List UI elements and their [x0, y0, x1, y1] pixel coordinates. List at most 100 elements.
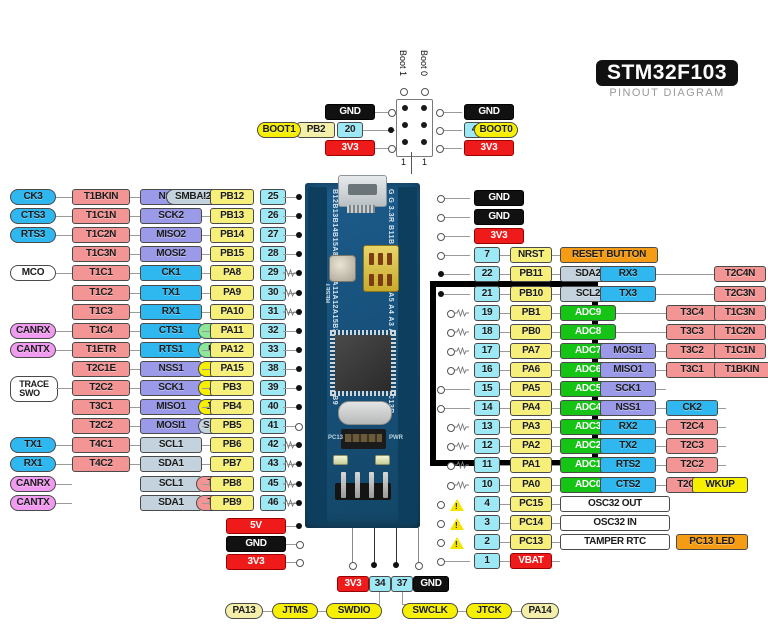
pin-pad [436, 145, 444, 153]
right-col6-t2c3n: T2C3N [714, 285, 766, 302]
warning-icon [450, 536, 464, 549]
resistor-squiggle [283, 288, 297, 297]
left-col2-t1c2n: T1C2N [72, 227, 130, 244]
swd-swclk: SWCLK [402, 603, 458, 619]
silkscreen-left: B12B13B14B15A8A9A10A11A12A15B3B4 B5 B6 B… [331, 189, 338, 406]
right-col4-nss1: NSS1 [600, 400, 656, 417]
resistor-squiggle [283, 460, 297, 469]
wire [202, 483, 210, 485]
boot0-jumper-label: Boot 0 [419, 50, 429, 77]
wire [202, 273, 210, 275]
wire [130, 292, 140, 294]
wire [656, 369, 666, 371]
right-pin-17: 17 [474, 342, 500, 359]
left-col2-t4c1: T4C1 [72, 437, 130, 454]
wire [130, 388, 140, 389]
right-port-pc13: PC13 [510, 533, 552, 550]
wire [440, 274, 470, 276]
left-col2-t1c2: T1C2 [72, 284, 130, 301]
wire [202, 464, 210, 466]
left-port-pb12: PB12 [210, 189, 254, 205]
usb-connector [338, 175, 387, 207]
swd-pad [349, 562, 357, 570]
right-pin-22: 22 [474, 266, 500, 283]
pin-pad [447, 366, 455, 375]
boot0-top-pad [421, 88, 429, 96]
wire [202, 292, 210, 294]
left-port-pb3: PB3 [210, 380, 254, 396]
pin-pad [296, 365, 302, 372]
left-col3-sck2: SCK2 [140, 208, 202, 225]
wire [130, 330, 140, 332]
wire [283, 407, 296, 409]
left-col1-ck3: CK3 [10, 189, 56, 205]
wire [438, 130, 462, 131]
page-subtitle: PINOUT DIAGRAM [609, 87, 725, 99]
wire [56, 216, 72, 218]
wire [656, 293, 714, 295]
boot1-top-pad [400, 88, 408, 96]
right-col4-rx2: RX2 [600, 419, 656, 436]
warning-icon [450, 517, 464, 530]
left-port-pb9: PB9 [210, 494, 254, 511]
pin-pad [437, 538, 445, 547]
wire [552, 274, 560, 276]
left-col2-t1c1: T1C1 [72, 265, 130, 282]
boot-pin [421, 105, 427, 111]
wire [263, 611, 272, 612]
boot1-one-label: 1 [401, 157, 407, 167]
left-col3-scl1: SCL1 [140, 475, 202, 492]
wire [286, 561, 298, 563]
left-port-pb13: PB13 [210, 208, 254, 225]
wire [552, 427, 560, 429]
boot-pin [421, 122, 427, 128]
wire [286, 543, 298, 545]
page-title: STM32F103 [596, 60, 738, 86]
voltage-regulator [341, 429, 386, 449]
wire [402, 592, 403, 604]
wire [56, 197, 72, 198]
right-col4-mosi1: MOSI1 [600, 342, 656, 359]
swd-pin-34: 34 [369, 576, 391, 592]
wire [500, 484, 510, 486]
left-col3-ck1: CK1 [140, 265, 202, 282]
right-power-3v3-2: 3V3 [474, 228, 524, 245]
left-col2-t1c3: T1C3 [72, 303, 130, 320]
wire [283, 330, 296, 332]
left-col3-miso2: MISO2 [140, 227, 202, 244]
right-col4-rx3: RX3 [600, 266, 656, 283]
left-col3-sck1: SCK1 [140, 380, 202, 396]
swd-wire [352, 528, 353, 568]
left-port-pa15: PA15 [210, 360, 254, 377]
pin-pad [437, 195, 445, 203]
wire [56, 502, 72, 504]
left-port-pb14: PB14 [210, 227, 254, 244]
wire [440, 255, 470, 257]
right-col5-ck2: CK2 [666, 400, 718, 417]
boot-pin [402, 122, 408, 128]
right-col5-t3c4: T3C4 [666, 304, 718, 321]
wire [283, 254, 296, 256]
title-text: STM32F103 [606, 61, 728, 84]
wire [202, 445, 210, 447]
wire [130, 216, 140, 218]
left-col3-nss1: NSS1 [140, 360, 202, 377]
wire [440, 408, 470, 410]
jumper-pin [387, 253, 392, 265]
right-pin-16: 16 [474, 361, 500, 378]
wire [440, 236, 470, 238]
resistor-squiggle [283, 479, 297, 488]
wire [500, 293, 510, 295]
right-port-nrst: NRST [510, 247, 552, 264]
boot-jumper-photo [363, 245, 399, 292]
resistor-squiggle [455, 308, 469, 317]
left-col3-mosi2: MOSI2 [140, 246, 202, 263]
wire [656, 350, 666, 352]
swd-header [335, 472, 391, 500]
wire [458, 611, 466, 612]
wire [552, 312, 560, 314]
left-col2-t4c2: T4C2 [72, 456, 130, 473]
right-col6-t1c3n: T1C3N [714, 304, 766, 321]
right-port-pc14: PC14 [510, 514, 552, 531]
